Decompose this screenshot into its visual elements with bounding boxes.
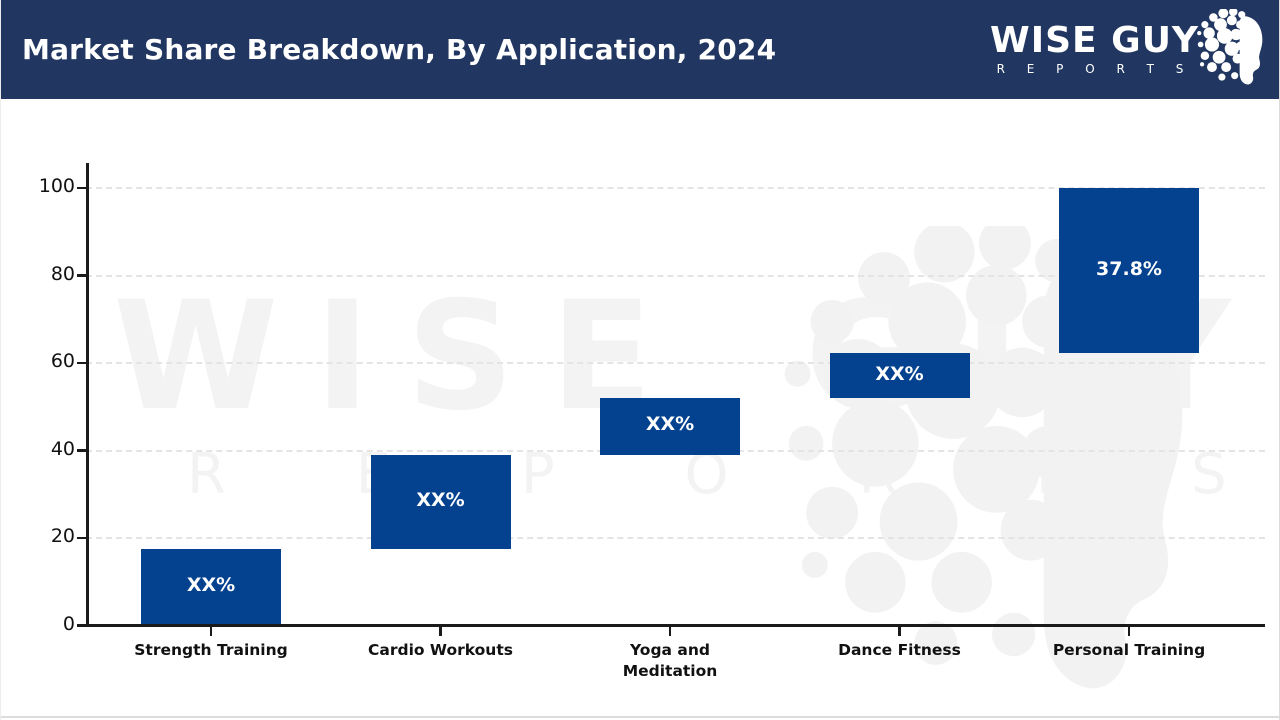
page-title: Market Share Breakdown, By Application, … xyxy=(22,33,777,66)
waterfall-bar xyxy=(370,454,511,549)
dotted-head-logo-icon xyxy=(1197,8,1263,84)
header: Market Share Breakdown, By Application, … xyxy=(1,0,1279,99)
y-axis-label: 40 xyxy=(50,437,75,460)
logo-wordmark: WISE GUY xyxy=(989,20,1199,61)
x-axis-category-label: Personal Training xyxy=(1052,640,1206,659)
y-axis-label: 20 xyxy=(50,525,75,547)
y-axis-tick xyxy=(77,186,86,190)
x-axis-tick xyxy=(898,627,901,636)
y-axis-label: 100 xyxy=(38,175,75,197)
x-axis-line xyxy=(86,624,1265,627)
waterfall-bar xyxy=(1059,188,1199,354)
y-axis-tick xyxy=(77,449,86,452)
gridline-20 xyxy=(86,537,1265,539)
bar-value-label: XX% xyxy=(186,574,236,597)
x-axis-tick xyxy=(668,627,672,636)
y-axis-tick xyxy=(77,624,86,627)
y-axis-label: 60 xyxy=(50,350,75,372)
bottom-divider xyxy=(1,716,1279,718)
logo-subtext: R E P O R T S xyxy=(996,62,1193,76)
gridline-100 xyxy=(86,187,1265,189)
bar-value-label: 37.8% xyxy=(1096,257,1162,280)
logo-text: WISE GUY R E P O R T S xyxy=(989,20,1199,77)
y-axis-tick xyxy=(77,274,86,277)
x-axis-category-label: Yoga and Meditation xyxy=(622,640,718,680)
y-axis-tick xyxy=(77,536,86,540)
x-axis-tick xyxy=(1127,627,1131,636)
wiseguy-logo: WISE GUY R E P O R T S xyxy=(989,8,1265,87)
x-axis-category-label: Dance Fitness xyxy=(838,640,961,659)
waterfall-bar xyxy=(600,398,740,455)
x-axis-category-label: Cardio Workouts xyxy=(368,640,513,659)
gridline-80 xyxy=(86,274,1265,277)
waterfall-bar xyxy=(829,353,970,398)
bar-value-label: XX% xyxy=(645,413,695,436)
y-axis-line xyxy=(86,163,89,627)
bar-value-label: XX% xyxy=(416,488,465,511)
x-axis-tick xyxy=(209,627,213,636)
x-axis-category-label: Strength Training xyxy=(134,640,288,659)
y-axis-label: 0 xyxy=(62,612,75,635)
waterfall-bar xyxy=(141,548,281,626)
y-axis-tick xyxy=(77,361,86,365)
gridline-60 xyxy=(86,362,1265,364)
bar-value-label: XX% xyxy=(875,362,924,385)
x-axis-tick xyxy=(439,627,442,636)
y-axis-label: 80 xyxy=(50,262,75,285)
watermark-head-icon xyxy=(784,226,1183,689)
